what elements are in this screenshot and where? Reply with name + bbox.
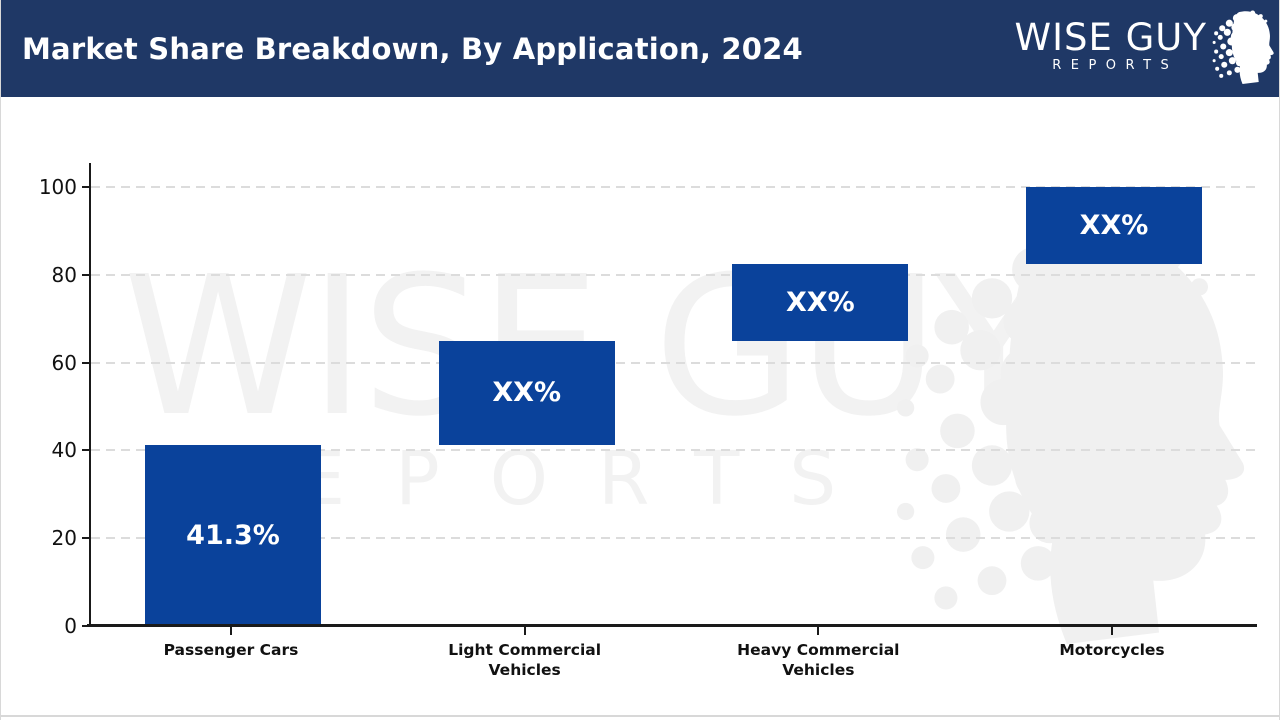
y-tick-label: 60	[51, 350, 77, 375]
x-category-label: Passenger Cars	[163, 641, 299, 659]
x-category-label: Motorcycles	[1059, 641, 1165, 659]
bar: XX%	[1026, 187, 1202, 264]
x-tick-mark	[817, 627, 820, 635]
x-tick-mark	[523, 627, 526, 635]
gridline	[91, 273, 1257, 276]
y-tick-mark	[82, 625, 89, 627]
header-banner: Market Share Breakdown, By Application, …	[1, 0, 1279, 97]
bar-label: XX%	[785, 286, 855, 318]
wiseguy-logo-text: WISE GUY REPORTS	[1014, 15, 1207, 74]
x-category-label: Heavy Commercial Vehicles	[737, 641, 900, 680]
y-tick-label: 0	[64, 614, 77, 638]
bar-label: XX%	[492, 377, 561, 409]
logo-reports-label: REPORTS	[1052, 58, 1179, 74]
wiseguy-logo: WISE GUY REPORTS	[1015, 8, 1275, 84]
gridline	[91, 361, 1257, 364]
y-tick-mark	[82, 273, 89, 276]
y-tick-label: 80	[51, 262, 77, 287]
bar-label: 41.3%	[186, 519, 280, 551]
wiseguy-head-icon	[1209, 8, 1275, 84]
bar: XX%	[438, 340, 615, 445]
x-tick-mark	[1111, 627, 1113, 635]
y-tick-label: 100	[38, 175, 77, 199]
logo-wiseguy-label: WISE GUY	[1014, 15, 1207, 59]
page-title: Market Share Breakdown, By Application, …	[22, 31, 803, 66]
x-category-label: Light Commercial Vehicles	[448, 641, 602, 680]
x-tick-mark	[230, 627, 232, 635]
y-tick-mark	[82, 449, 89, 452]
plot-area: 41.3% XX% XX% XX%	[89, 163, 1257, 626]
y-tick-label: 40	[51, 438, 77, 463]
gridline	[91, 537, 1257, 540]
bar: 41.3%	[145, 444, 321, 626]
gridline	[91, 186, 1257, 188]
chart-figure: 41.3% XX% XX% XX% 0 20 40 60 80 100 Passenger Car…	[1, 97, 1279, 717]
gridline	[91, 449, 1257, 452]
y-tick-label: 20	[51, 526, 77, 551]
x-axis-line	[87, 624, 1257, 627]
bar: XX%	[732, 263, 909, 341]
y-tick-mark	[82, 537, 89, 540]
y-tick-mark	[82, 361, 89, 364]
bar-label: XX%	[1079, 209, 1149, 241]
y-tick-mark	[82, 186, 89, 188]
bottom-border	[1, 715, 1279, 717]
